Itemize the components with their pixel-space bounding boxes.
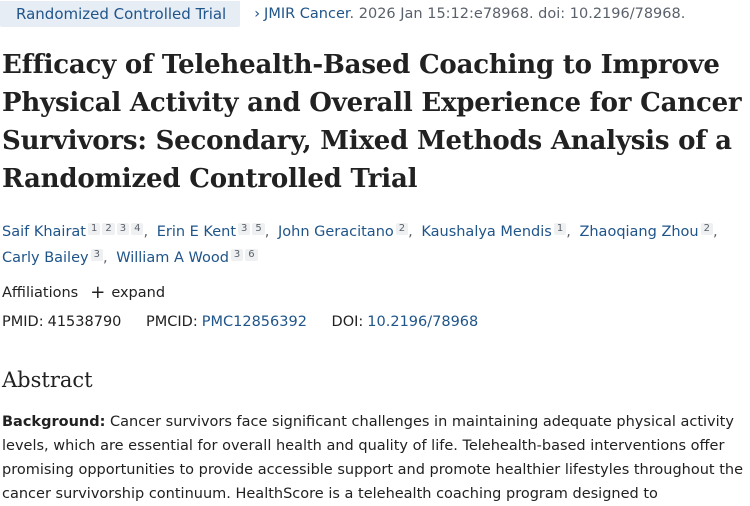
affiliation-number[interactable]: 3 (238, 223, 251, 235)
background-text: Cancer survivors face significant challe… (2, 414, 744, 502)
article-identifiers: PMID: 41538790 PMCID: PMC12856392 DOI: 10.2… (2, 314, 498, 330)
author-separator: , (566, 224, 571, 240)
author-link[interactable]: Zhaoqiang Zhou (579, 224, 699, 240)
author-link[interactable]: Erin E Kent (156, 224, 237, 240)
author-separator: , (264, 224, 270, 240)
affiliations-toggle[interactable]: Affiliations + expand (2, 282, 166, 303)
pmid-label: PMID: (2, 314, 44, 330)
publication-type-badge[interactable]: Randomized Controlled Trial (0, 1, 241, 27)
author-link[interactable]: Saif Khairat (2, 224, 86, 240)
expand-label: expand (111, 285, 166, 301)
affiliation-number[interactable]: 4 (131, 223, 144, 235)
author-link[interactable]: Carly Bailey (2, 250, 89, 266)
affiliation-number[interactable]: 6 (245, 249, 258, 261)
author-link[interactable]: William A Wood (116, 250, 229, 266)
affiliation-number[interactable]: 1 (553, 223, 567, 235)
author-separator: , (143, 224, 149, 240)
affiliation-number[interactable]: 3 (230, 249, 244, 261)
abstract-heading: Abstract (2, 368, 93, 392)
affiliation-number[interactable]: 2 (102, 223, 115, 235)
affiliations-label: Affiliations (2, 285, 79, 301)
author-link[interactable]: Kaushalya Mendis (421, 224, 552, 240)
chevron-right-icon: › (254, 6, 261, 22)
abstract-background: Background: Cancer survivors face signif… (2, 410, 748, 506)
pmcid-label: PMCID: (146, 314, 198, 330)
affiliation-number[interactable]: 2 (700, 223, 713, 235)
author-list: Saif Khairat 1 2 3 4, Erin E Kent 3 5, John Ge… (2, 219, 748, 271)
journal-link[interactable]: JMIR Cancer (264, 6, 350, 22)
citation-details: . 2026 Jan 15:12:e78968. doi: 10.2196/78… (349, 6, 686, 22)
article-title: Efficacy of Telehealth-Based Coaching to… (2, 50, 742, 194)
affiliation-number[interactable]: 5 (252, 223, 265, 235)
background-label: Background: (2, 414, 106, 430)
author-separator: , (102, 250, 108, 266)
pmcid-link[interactable]: PMC12856392 (201, 314, 307, 330)
affiliation-number[interactable]: 2 (395, 223, 409, 235)
affiliation-number[interactable]: 3 (116, 223, 130, 235)
author-separator: , (713, 224, 718, 240)
citation-line: › JMIR Cancer. 2026 Jan 15:12:e78968. doi… (254, 6, 685, 22)
doi-link[interactable]: 10.2196/78968 (367, 314, 479, 330)
plus-icon: + (90, 282, 106, 303)
author-separator: , (408, 224, 413, 240)
affiliation-number[interactable]: 1 (87, 223, 101, 235)
pmid-value: 41538790 (47, 314, 122, 330)
author-link[interactable]: John Geracitano (277, 224, 394, 240)
doi-label: DOI: (331, 314, 364, 330)
citation-bar: Randomized Controlled Trial › JMIR Cancer… (0, 0, 750, 28)
affiliation-number[interactable]: 3 (90, 249, 103, 261)
